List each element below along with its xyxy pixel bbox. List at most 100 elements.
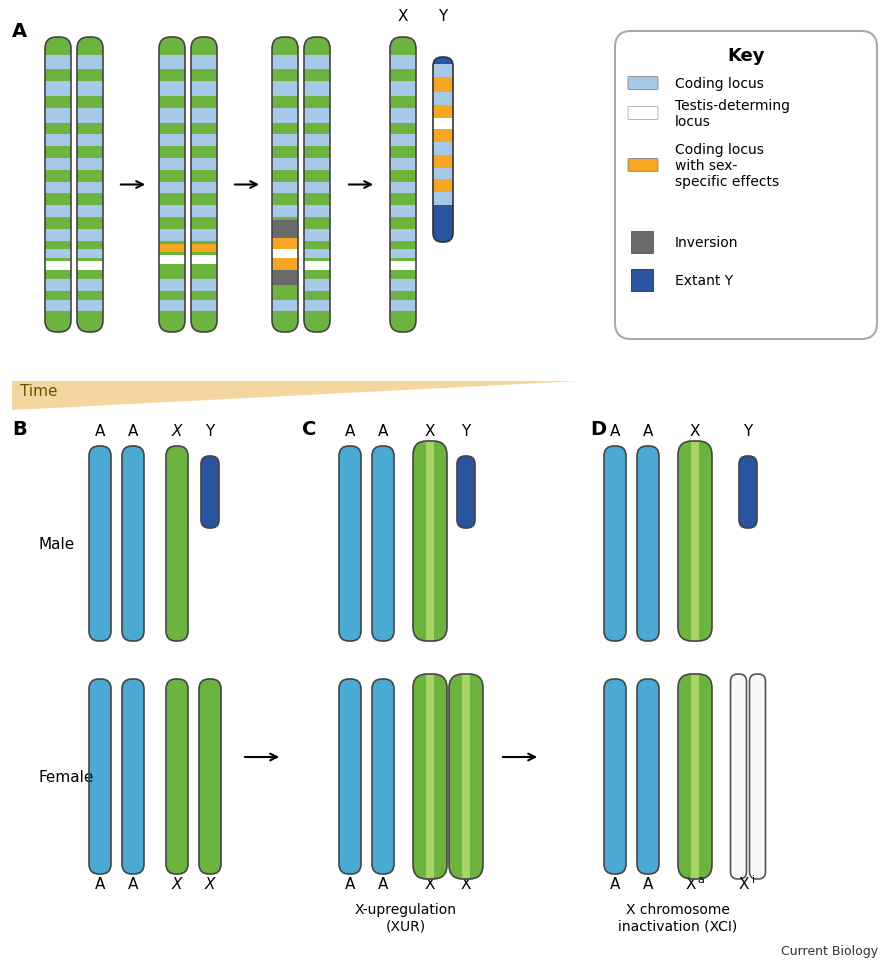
Bar	[390, 262, 416, 270]
Bar	[433, 93, 453, 106]
Bar	[159, 256, 185, 265]
Bar	[159, 159, 185, 171]
Bar	[191, 244, 217, 253]
Bar	[272, 250, 298, 259]
Bar	[272, 221, 298, 238]
FancyBboxPatch shape	[372, 679, 394, 874]
Bar	[45, 136, 71, 147]
Text: Testis-determing
locus: Testis-determing locus	[675, 99, 790, 129]
Bar	[272, 238, 298, 250]
Text: Y: Y	[438, 9, 448, 24]
Bar	[426, 674, 434, 879]
Bar	[159, 82, 185, 97]
Bar	[304, 159, 330, 171]
Bar	[304, 136, 330, 147]
Bar	[191, 280, 217, 292]
Bar	[191, 256, 217, 265]
Bar	[272, 182, 298, 194]
Bar	[272, 206, 298, 218]
FancyBboxPatch shape	[449, 674, 483, 879]
FancyBboxPatch shape	[191, 38, 217, 332]
Text: Y: Y	[461, 424, 470, 439]
FancyBboxPatch shape	[628, 108, 658, 120]
Text: X: X	[172, 877, 182, 891]
FancyBboxPatch shape	[678, 442, 712, 641]
Text: X: X	[172, 424, 182, 439]
FancyBboxPatch shape	[89, 447, 111, 641]
Bar	[159, 109, 185, 123]
FancyBboxPatch shape	[89, 679, 111, 874]
Bar	[77, 280, 103, 292]
Bar	[45, 300, 71, 312]
Bar	[159, 182, 185, 194]
Bar	[272, 159, 298, 171]
Bar	[77, 82, 103, 97]
Text: C: C	[302, 420, 316, 439]
Bar	[45, 109, 71, 123]
Bar	[304, 55, 330, 71]
Bar	[390, 280, 416, 292]
Bar	[77, 230, 103, 241]
Bar	[631, 269, 653, 292]
Bar	[159, 244, 185, 253]
Bar	[304, 182, 330, 194]
Bar	[390, 109, 416, 123]
Bar	[304, 262, 330, 270]
Text: Inversion: Inversion	[675, 235, 738, 250]
Bar	[191, 206, 217, 218]
Bar	[45, 55, 71, 71]
Text: A: A	[95, 424, 105, 439]
Bar	[159, 55, 185, 71]
FancyBboxPatch shape	[413, 442, 447, 641]
FancyBboxPatch shape	[637, 679, 659, 874]
Text: i: i	[753, 874, 755, 884]
FancyBboxPatch shape	[628, 78, 658, 90]
Bar	[272, 259, 298, 270]
Text: Male: Male	[38, 537, 74, 551]
FancyBboxPatch shape	[159, 38, 185, 332]
Bar	[191, 109, 217, 123]
Bar	[433, 130, 453, 143]
Bar	[159, 230, 185, 241]
FancyBboxPatch shape	[678, 674, 712, 879]
Bar	[45, 206, 71, 218]
FancyBboxPatch shape	[739, 456, 757, 528]
Text: D: D	[590, 420, 606, 439]
Bar	[45, 250, 71, 259]
Text: X: X	[690, 424, 701, 439]
FancyBboxPatch shape	[628, 159, 658, 172]
Bar	[433, 156, 453, 169]
Bar	[77, 136, 103, 147]
Text: A: A	[95, 877, 105, 891]
Text: A: A	[345, 877, 355, 891]
Bar	[390, 182, 416, 194]
Bar	[433, 65, 453, 78]
Text: Y: Y	[744, 424, 753, 439]
Bar	[390, 300, 416, 312]
Text: X-upregulation
(XUR): X-upregulation (XUR)	[355, 902, 457, 932]
Bar	[45, 230, 71, 241]
Bar	[462, 674, 470, 879]
Bar	[159, 280, 185, 292]
FancyBboxPatch shape	[413, 674, 447, 879]
Bar	[433, 180, 453, 193]
Bar	[45, 82, 71, 97]
Text: X: X	[425, 424, 435, 439]
Bar	[272, 55, 298, 71]
FancyBboxPatch shape	[199, 679, 221, 874]
Bar	[159, 300, 185, 312]
Bar	[304, 250, 330, 259]
Text: A: A	[345, 424, 355, 439]
FancyBboxPatch shape	[604, 679, 626, 874]
Text: Y: Y	[205, 424, 215, 439]
Text: Coding locus
with sex-
specific effects: Coding locus with sex- specific effects	[675, 142, 780, 189]
FancyBboxPatch shape	[166, 447, 188, 641]
Text: A: A	[378, 424, 388, 439]
FancyBboxPatch shape	[272, 38, 298, 332]
Bar	[77, 262, 103, 270]
Text: a: a	[698, 874, 704, 884]
FancyBboxPatch shape	[433, 58, 453, 243]
Bar	[77, 300, 103, 312]
FancyBboxPatch shape	[122, 679, 144, 874]
Text: Extant Y: Extant Y	[675, 273, 733, 288]
